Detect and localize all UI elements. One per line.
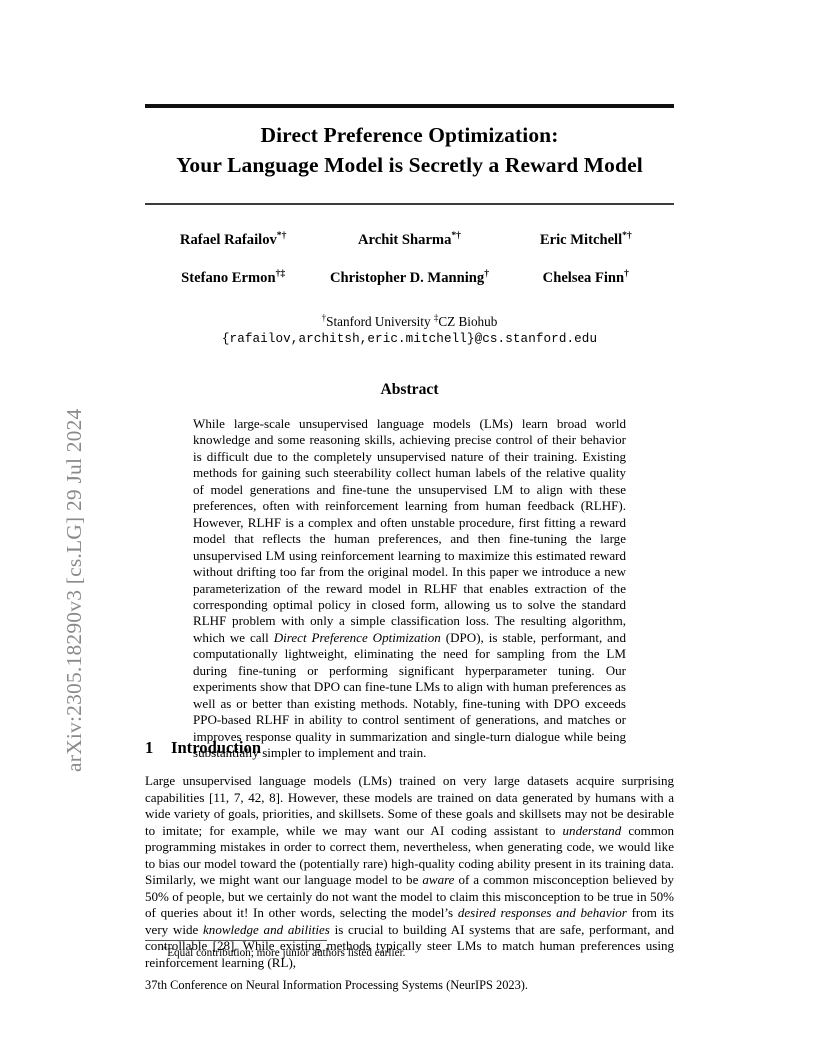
abstract-text-part-2: (DPO), is stable, performant, and comput… [193, 629, 626, 761]
section-heading-introduction: 1 Introduction [145, 738, 674, 758]
author-affil-marks: † [484, 268, 489, 280]
section-number: 1 [145, 738, 154, 757]
author-affil-marks: †‡ [275, 268, 286, 280]
intro-italic-understand: understand [562, 822, 622, 838]
author-affil-marks: † [624, 268, 629, 280]
affiliation-line: †Stanford University ‡CZ Biohub [145, 313, 674, 330]
intro-text-part-4: from its very wide [145, 905, 674, 937]
title-line-1: Direct Preference Optimization: [260, 123, 559, 147]
author-affil-marks: *† [451, 230, 461, 242]
author-name: Christopher D. Manning [329, 270, 485, 286]
author-name: Eric Mitchell [539, 232, 623, 248]
author-name: Archit Sharma [358, 232, 452, 248]
author-name: Stefano Ermon [181, 270, 276, 286]
paper-page: Direct Preference Optimization: Your Lan… [145, 0, 674, 1056]
intro-text-part-5: is crucial to building AI systems that a… [145, 921, 674, 971]
arxiv-stamp-text: arXiv:2305.18290v3 [cs.LG] 29 Jul 2024 [62, 408, 86, 772]
page-title: Direct Preference Optimization: Your Lan… [145, 120, 674, 180]
author-entry: Stefano Ermon†‡ [145, 268, 321, 287]
affiliation-block: †Stanford University ‡CZ Biohub {rafailo… [145, 313, 674, 348]
author-entry: Chelsea Finn† [498, 268, 674, 287]
footnote-body: Equal contribution; more junior authors … [167, 947, 406, 959]
abstract-heading: Abstract [380, 381, 439, 398]
affiliation-org-1: Stanford University [326, 314, 431, 329]
author-entry: Eric Mitchell*† [498, 230, 674, 249]
footnote: *Equal contribution; more junior authors… [145, 944, 674, 960]
abstract-italic-dpo: Direct Preference Optimization [273, 629, 441, 645]
section-title: Introduction [171, 738, 262, 757]
author-name: Chelsea Finn [542, 270, 625, 286]
intro-italic-aware: aware [422, 872, 455, 888]
title-rule-bottom [145, 203, 674, 205]
intro-italic-knowledge-abilities: knowledge and abilities [203, 921, 330, 937]
title-rule-top [145, 104, 674, 108]
author-affil-marks: *† [622, 230, 632, 242]
author-entry: Rafael Rafailov*† [145, 230, 321, 249]
conference-notice: 37th Conference on Neural Information Pr… [145, 978, 529, 992]
ddagger-mark: ‡ [433, 312, 439, 323]
introduction-paragraph: Large unsupervised language models (LMs)… [145, 773, 674, 972]
affiliation-org-2: CZ Biohub [438, 314, 498, 329]
dagger-mark: † [321, 312, 327, 323]
title-line-2: Your Language Model is Secretly a Reward… [176, 153, 643, 177]
intro-text-part-1: Large unsupervised language models (LMs)… [145, 773, 674, 838]
footnote-mark: * [163, 944, 168, 954]
footnote-separator [145, 940, 327, 941]
author-affil-marks: *† [276, 230, 287, 242]
author-entry: Archit Sharma*† [321, 230, 497, 249]
author-row: Rafael Rafailov*† Archit Sharma*† Eric M… [145, 230, 674, 249]
author-row: Stefano Ermon†‡ Christopher D. Manning† … [145, 268, 674, 287]
author-name: Rafael Rafailov [179, 232, 277, 248]
intro-text-part-2: common programming mistakes in order to … [145, 822, 675, 888]
intro-italic-desired-responses: desired responses and behavior [457, 905, 627, 921]
abstract-text-part-1: While large-scale unsupervised language … [193, 416, 626, 645]
intro-text-part-3: of a common misconception believed by 50… [145, 872, 674, 921]
contact-email: {rafailov,architsh,eric.mitchell}@cs.sta… [221, 332, 598, 346]
author-entry: Christopher D. Manning† [321, 268, 497, 287]
author-list: Rafael Rafailov*† Archit Sharma*† Eric M… [145, 230, 674, 308]
arxiv-stamp: arXiv:2305.18290v3 [cs.LG] 29 Jul 2024 [0, 0, 100, 1056]
abstract-body: While large-scale unsupervised language … [193, 416, 626, 762]
